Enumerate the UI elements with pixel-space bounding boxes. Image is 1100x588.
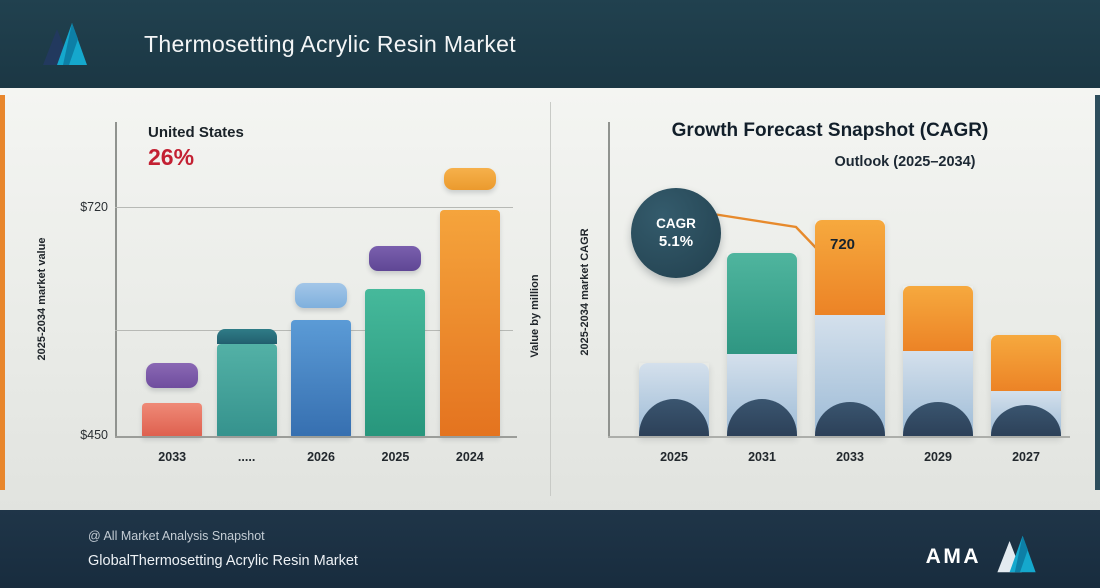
us-bar-group: 2033	[135, 205, 209, 464]
footer-title: GlobalThermosetting Acrylic Resin Market	[88, 553, 358, 569]
us-bar-group: 2024	[433, 168, 507, 464]
us-market-panel: 2025-2034 market value United States 26%…	[0, 88, 550, 510]
chart-subtitle: Outlook (2025–2034)	[834, 154, 976, 170]
bar-cap	[443, 168, 496, 190]
gf-bar-group: 2025	[630, 205, 718, 464]
right-accent-bar	[1095, 95, 1100, 490]
header: Thermosetting Acrylic Resin Market	[0, 0, 1100, 88]
category-label: 2025	[660, 450, 688, 464]
gf-bar-group: 2031	[718, 205, 806, 464]
bar	[365, 289, 426, 437]
us-bar-group: 2026	[284, 205, 358, 464]
bar-cap	[369, 246, 422, 271]
footer-brand-text: AMA	[925, 544, 981, 568]
x-axis-line	[115, 436, 517, 438]
us-bar-group: 2025	[358, 205, 432, 464]
region-label: United States	[148, 124, 244, 141]
category-label: .....	[237, 450, 256, 464]
y-axis-line	[115, 122, 117, 437]
bar-segment-top	[903, 286, 973, 351]
gf-bar-group: 2029	[894, 205, 982, 464]
footer-logo-icon	[995, 534, 1045, 579]
bar-cap	[216, 329, 277, 344]
cagr-label: CAGR	[656, 216, 696, 231]
tick-label-450: $450	[80, 428, 108, 442]
bar-segment-top	[991, 335, 1061, 391]
panel-divider-line	[550, 102, 551, 496]
stacked-bar	[903, 286, 973, 437]
footer: @ All Market Analysis Snapshot GlobalThe…	[0, 510, 1100, 588]
bar	[291, 320, 352, 437]
cagr-badge: CAGR 5.1%	[631, 188, 721, 278]
bar-cap	[295, 283, 348, 308]
growth-forecast-panel: Growth Forecast Snapshot (CAGR) Outlook …	[550, 88, 1100, 510]
bar-segment-top	[727, 253, 797, 354]
bar	[216, 344, 277, 437]
chart-title: Growth Forecast Snapshot (CAGR)	[671, 120, 989, 141]
highlight-percent: 26%	[148, 144, 195, 170]
bar-segment-top	[815, 220, 885, 315]
us-bar-group: .....	[209, 205, 283, 464]
category-label: 2027	[1012, 450, 1040, 464]
stacked-bar	[991, 335, 1061, 438]
tick-label-720: $720	[80, 200, 108, 214]
y-axis-line	[608, 122, 610, 437]
main-content: Value by million 2025-2034 market value …	[0, 88, 1100, 510]
category-label: 2033	[836, 450, 864, 464]
category-label: 2033	[158, 450, 187, 464]
grid-line	[115, 207, 513, 208]
stacked-bar	[639, 363, 709, 437]
gf-bar-group: 2033	[806, 205, 894, 464]
category-label: 2026	[307, 450, 335, 464]
gf-plot: 2025 2031 2033 720 2029 2027	[630, 205, 1070, 464]
category-label: 2031	[748, 450, 776, 464]
footer-note: @ All Market Analysis Snapshot	[88, 529, 265, 543]
category-label: 2029	[924, 450, 952, 464]
x-axis-line	[608, 436, 1070, 438]
us-plot: 2033..... 2026 2025 2024	[115, 168, 513, 464]
brand-logo-icon	[42, 21, 96, 67]
left-accent-bar	[0, 95, 5, 490]
cagr-value: 5.1%	[658, 233, 694, 250]
stacked-bar	[815, 220, 885, 437]
bar	[439, 210, 500, 437]
y-axis-label: 2025-2034 market value	[36, 237, 48, 361]
bar-cap	[146, 363, 199, 388]
gf-bar-group: 2027	[982, 205, 1070, 464]
y-axis-label: 2025-2034 market CAGR	[579, 228, 591, 356]
footer-brand: AMA	[926, 534, 1045, 579]
category-label: 2025	[381, 450, 410, 464]
stacked-bar	[727, 253, 797, 437]
category-label: 2024	[455, 450, 484, 464]
page-title: Thermosetting Acrylic Resin Market	[144, 30, 516, 57]
value-annotation: 720	[830, 236, 856, 253]
bar	[142, 403, 203, 437]
